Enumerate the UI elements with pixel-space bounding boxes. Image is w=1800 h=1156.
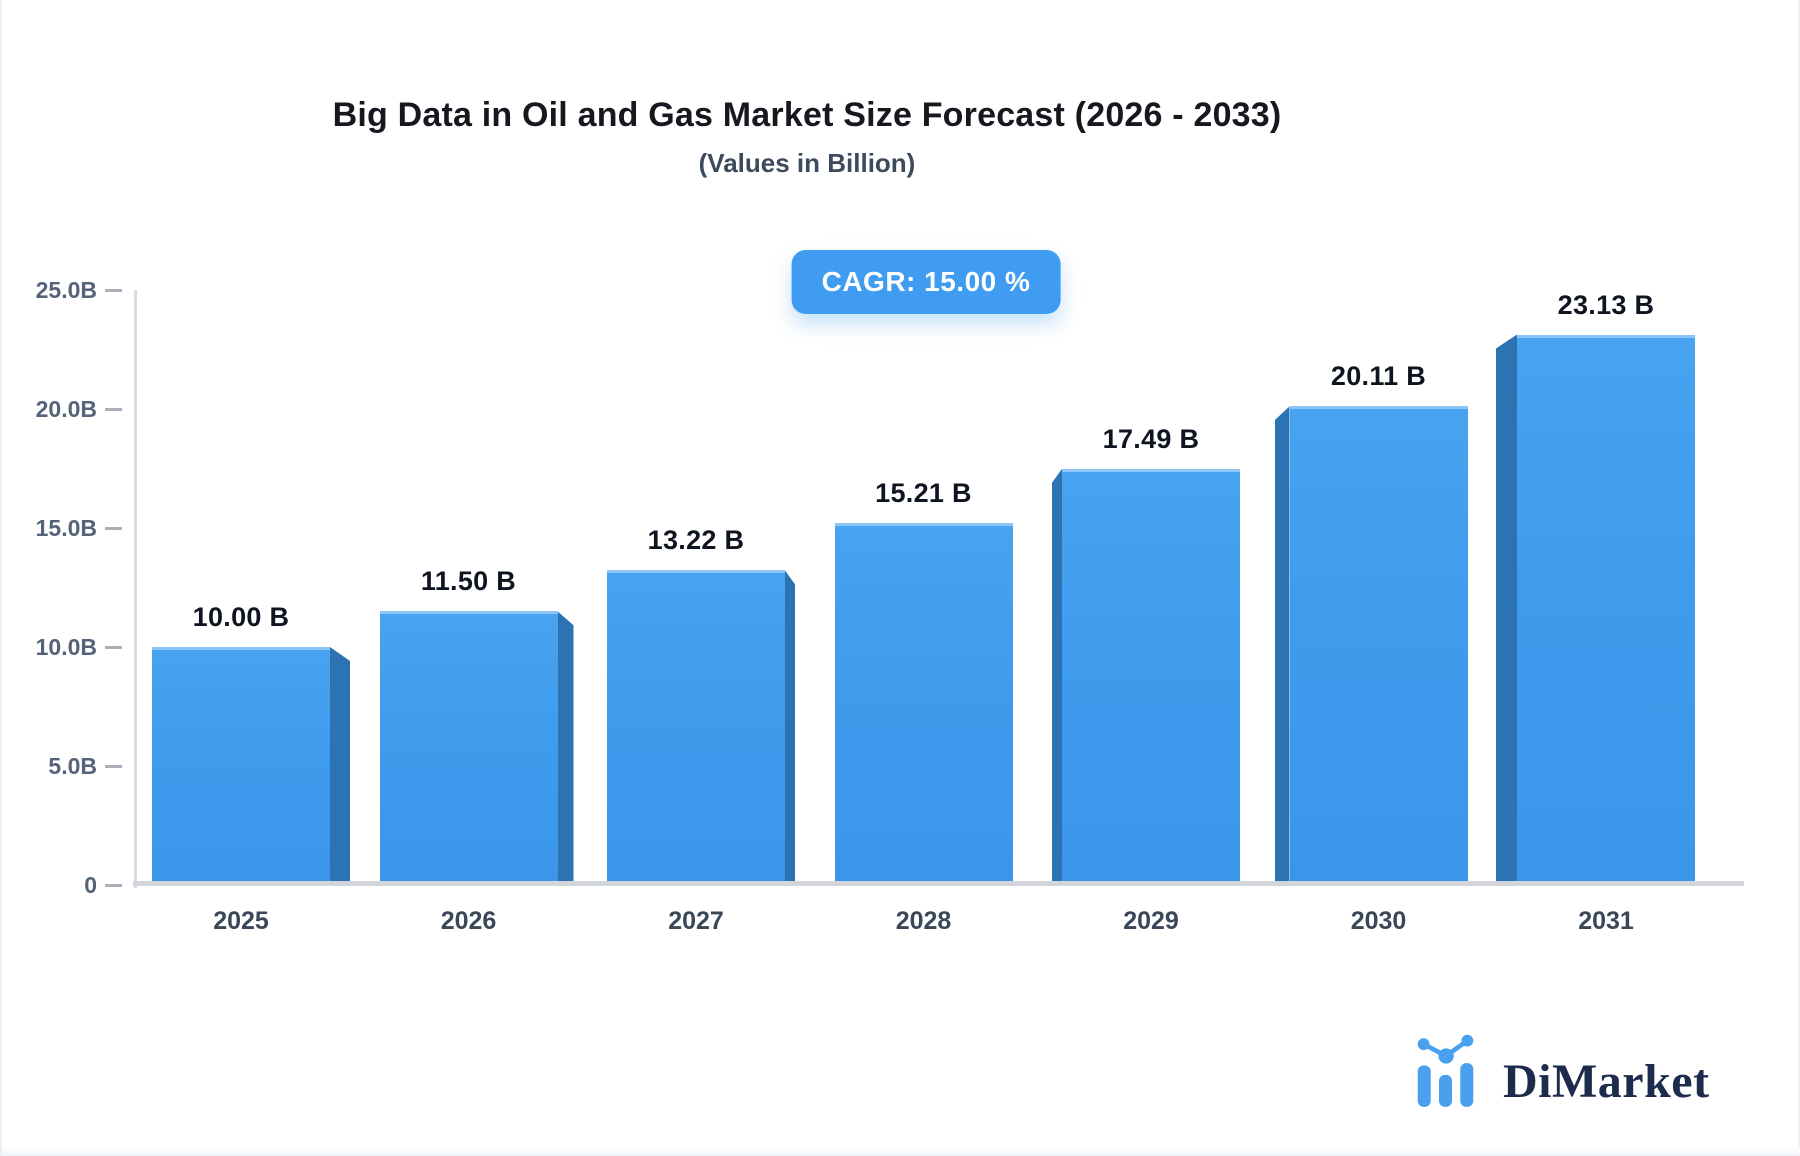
bar-side-face-2025 (330, 647, 350, 881)
bar-side-face-2030 (1274, 406, 1290, 881)
y-axis-tick (105, 288, 122, 292)
y-axis-line (134, 290, 137, 888)
y-axis-tick-label: 10.0B (35, 634, 97, 660)
bar-2025 (152, 647, 330, 881)
bar-2031 (1517, 334, 1695, 881)
bar-2029 (1062, 468, 1240, 881)
bar-value-label-2031: 23.13 B (1557, 289, 1655, 320)
bar-side-face-2026 (557, 611, 574, 881)
y-axis-tick-label: 20.0B (35, 396, 97, 422)
y-axis-tick (105, 407, 122, 411)
bar-value-label-2027: 13.22 B (647, 525, 745, 556)
y-axis-tick-label: 5.0B (48, 753, 97, 779)
x-axis-label-2028: 2028 (895, 907, 952, 935)
bar-2028 (834, 523, 1013, 881)
bar-side-face-2027 (785, 570, 795, 881)
y-axis-tick-label: 25.0B (35, 277, 97, 303)
bar-value-label-2028: 15.21 B (875, 478, 972, 508)
bar-2027 (607, 570, 785, 881)
x-axis-label-2031: 2031 (1578, 907, 1634, 935)
y-axis-tick-label: 0 (84, 872, 97, 898)
cagr-badge: CAGR: 15.00 % (791, 250, 1061, 314)
bar-side-face-2031 (1496, 334, 1517, 881)
bar-value-label-2029: 17.49 B (1102, 423, 1200, 454)
y-axis-tick-label: 15.0B (35, 515, 97, 541)
x-axis-line (133, 881, 1744, 886)
brand-logo: DiMarket (1414, 1030, 1710, 1108)
chart-title: Big Data in Oil and Gas Market Size Fore… (332, 96, 1282, 134)
bar-value-label-2025: 10.00 B (192, 602, 290, 632)
bar-side-face-2029 (1052, 468, 1062, 881)
brand-name: DiMarket (1503, 1055, 1710, 1108)
x-axis-label-2027: 2027 (668, 907, 724, 935)
x-axis-label-2026: 2026 (440, 907, 497, 935)
y-axis-tick (105, 526, 122, 530)
x-axis-label-2025: 2025 (213, 907, 269, 935)
card-bottom-edge (2, 1148, 1800, 1156)
y-axis-tick (105, 645, 122, 649)
x-axis-label-2029: 2029 (1123, 907, 1179, 935)
y-axis-tick (105, 883, 122, 887)
x-axis-label-2030: 2030 (1350, 907, 1407, 935)
plot-area: 0 5.0B 10.0B 15.0B 20.0B 25.0B 10.00 B 2025 11.5… (36, 277, 1744, 935)
bar-2026 (379, 611, 558, 881)
bar-value-label-2030: 20.11 B (1330, 361, 1427, 392)
bar-chart-trend-icon (1417, 1034, 1474, 1107)
bar-2030 (1289, 406, 1468, 881)
y-axis-tick (105, 764, 122, 768)
bar-value-label-2026: 11.50 B (420, 566, 517, 597)
chart-subtitle: (Values in Billion) (698, 148, 916, 178)
